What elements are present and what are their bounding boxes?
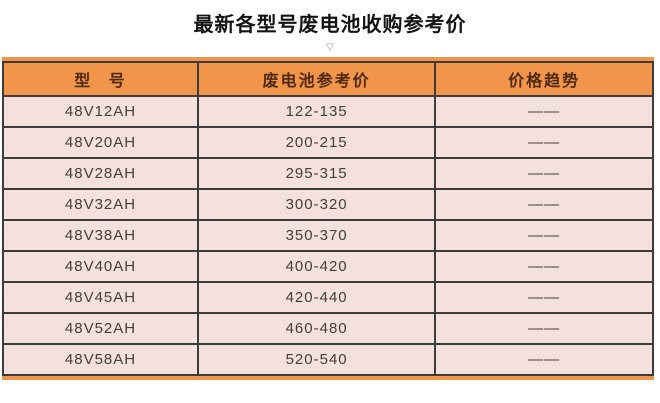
table-header: 型 号 废电池参考价 价格趋势 — [2, 61, 654, 97]
trend-cell: —— — [434, 126, 654, 159]
header-model: 型 号 — [2, 61, 199, 97]
battery-price-table: 型 号 废电池参考价 价格趋势 48V12AH 122-135 —— 48V20… — [2, 61, 654, 376]
table-row: 48V20AH 200-215 —— — [2, 126, 654, 159]
trend-cell: —— — [434, 281, 654, 314]
title-divider: ▽ — [0, 43, 660, 53]
table-row: 48V32AH 300-320 —— — [2, 188, 654, 221]
page-title: 最新各型号废电池收购参考价 — [193, 14, 467, 36]
table-row: 48V28AH 295-315 —— — [2, 157, 654, 190]
price-table-container: 型 号 废电池参考价 价格趋势 48V12AH 122-135 —— 48V20… — [2, 57, 654, 380]
price-cell: 122-135 — [196, 95, 437, 128]
price-cell: 460-480 — [196, 312, 437, 345]
trend-cell: —— — [434, 95, 654, 128]
price-cell: 420-440 — [196, 281, 437, 314]
price-cell: 200-215 — [196, 126, 437, 159]
triangle-down-icon: ▽ — [326, 42, 334, 53]
model-cell: 48V45AH — [2, 281, 199, 314]
header-reference-price: 废电池参考价 — [196, 61, 437, 97]
price-cell: 520-540 — [196, 343, 437, 376]
trend-cell: —— — [434, 250, 654, 283]
trend-cell: —— — [434, 188, 654, 221]
model-cell: 48V58AH — [2, 343, 199, 376]
table-row: 48V40AH 400-420 —— — [2, 250, 654, 283]
model-cell: 48V32AH — [2, 188, 199, 221]
trend-cell: —— — [434, 343, 654, 376]
table-body: 48V12AH 122-135 —— 48V20AH 200-215 —— 48… — [2, 95, 654, 376]
model-cell: 48V38AH — [2, 219, 199, 252]
price-cell: 295-315 — [196, 157, 437, 190]
model-cell: 48V28AH — [2, 157, 199, 190]
model-cell: 48V20AH — [2, 126, 199, 159]
price-cell: 300-320 — [196, 188, 437, 221]
header-row: 型 号 废电池参考价 价格趋势 — [2, 61, 654, 97]
model-cell: 48V40AH — [2, 250, 199, 283]
trend-cell: —— — [434, 312, 654, 345]
model-cell: 48V52AH — [2, 312, 199, 345]
price-cell: 400-420 — [196, 250, 437, 283]
trend-cell: —— — [434, 219, 654, 252]
model-cell: 48V12AH — [2, 95, 199, 128]
table-row: 48V38AH 350-370 —— — [2, 219, 654, 252]
table-row: 48V45AH 420-440 —— — [2, 281, 654, 314]
table-row: 48V12AH 122-135 —— — [2, 95, 654, 128]
price-cell: 350-370 — [196, 219, 437, 252]
header-price-trend: 价格趋势 — [434, 61, 654, 97]
table-row: 48V58AH 520-540 —— — [2, 343, 654, 376]
trend-cell: —— — [434, 157, 654, 190]
table-row: 48V52AH 460-480 —— — [2, 312, 654, 345]
